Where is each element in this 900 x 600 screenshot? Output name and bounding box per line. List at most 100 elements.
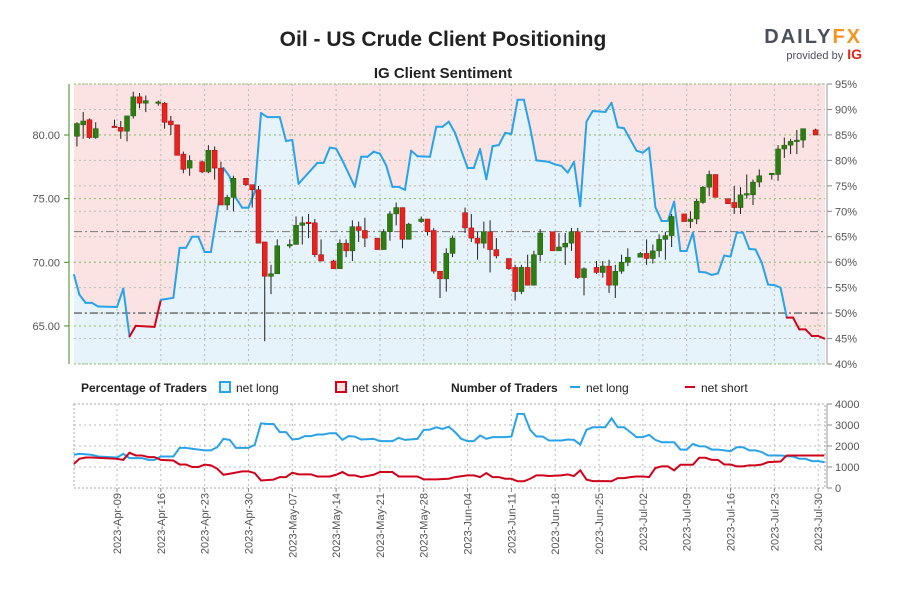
candle (399, 207, 406, 249)
candle-body (299, 222, 306, 226)
date-tick-label: 2023-Jul-30 (813, 493, 825, 551)
candle-body (612, 270, 619, 286)
candle (449, 235, 456, 258)
sentiment-line-segment (723, 254, 732, 258)
candle-body (493, 249, 500, 257)
candle-body (180, 153, 187, 170)
logo-provided-by: provided by (786, 50, 843, 62)
sentiment-line-segment (328, 146, 338, 150)
pct-tick-label: 60% (835, 257, 857, 269)
sentiment-line-segment (522, 98, 532, 129)
sentiment-line-segment (685, 231, 694, 252)
candle (124, 115, 130, 142)
candle (787, 138, 794, 155)
sentiment-line-segment (748, 247, 757, 251)
candle (287, 239, 293, 249)
sentiment-line-segment (648, 146, 657, 209)
sentiment-line-segment (579, 120, 588, 208)
sentiment-line-segment (716, 254, 726, 275)
candle (812, 128, 819, 136)
candle-body (700, 186, 706, 203)
candle (424, 218, 431, 236)
candle-body (330, 260, 337, 269)
candle (80, 112, 86, 139)
sentiment-line-segment (353, 155, 363, 188)
candle (468, 213, 475, 242)
candle (130, 91, 137, 119)
candle-body (549, 231, 556, 252)
pct-tick-label: 55% (835, 283, 857, 295)
sentiment-line-segment (197, 235, 206, 253)
candle-body (812, 129, 819, 136)
candle (218, 161, 224, 206)
candle (625, 248, 631, 267)
candle (581, 267, 587, 296)
candle (568, 227, 575, 251)
sentiment-line-segment (73, 273, 81, 296)
sentiment-line-segment (372, 150, 381, 155)
candle-body (518, 267, 525, 292)
sentiment-line-segment (566, 160, 575, 174)
candle-body (693, 200, 700, 220)
candle-body (574, 231, 581, 278)
pct-tick-label: 70% (835, 206, 857, 218)
candle (268, 264, 274, 295)
candle-body (593, 267, 600, 273)
candle (118, 120, 124, 139)
candle-body (143, 100, 149, 104)
sentiment-line-segment (97, 305, 118, 308)
date-tick-label: 2023-Jun-25 (594, 493, 606, 555)
candle (355, 221, 362, 242)
sentiment-line-segment (116, 287, 125, 308)
count-tick-label: 2000 (835, 441, 859, 453)
sentiment-line-segment (209, 211, 219, 253)
sentiment-line-segment (497, 131, 507, 147)
candle-body (449, 237, 456, 254)
sentiment-line-segment (341, 159, 356, 188)
logo-tagline: provided by IG (786, 46, 862, 62)
candle (656, 234, 662, 258)
pct-tick-label: 95% (835, 79, 857, 91)
candle (312, 219, 318, 258)
candle-body (205, 150, 212, 173)
candle (593, 261, 600, 274)
candle (756, 169, 763, 188)
candle (74, 122, 80, 147)
pct-tick-label: 75% (835, 181, 857, 193)
candle-body (86, 119, 93, 138)
candle-body (437, 270, 443, 280)
pct-tick-label: 80% (835, 155, 857, 167)
candle-body (668, 216, 675, 236)
candle-body (462, 212, 468, 229)
candle-body (487, 231, 493, 250)
sentiment-line-segment (454, 131, 469, 169)
candle-body (74, 123, 80, 137)
sentiment-line-segment (760, 261, 770, 286)
candle-body (349, 226, 356, 252)
chart-subtitle: IG Client Sentiment (374, 65, 512, 82)
candle-body (387, 213, 393, 232)
candle (318, 239, 324, 262)
candle-body (305, 221, 312, 224)
candle-body (643, 253, 650, 259)
candle-body (750, 181, 756, 196)
chart-title: Oil - US Crude Client Positioning (280, 28, 607, 51)
date-tick-label: 2023-May-07 (287, 493, 299, 558)
candle (387, 211, 393, 241)
sentiment-line-segment (773, 284, 782, 289)
candle-body (312, 222, 318, 255)
price-tick-label: 75.00 (32, 194, 60, 206)
candle (600, 261, 606, 278)
candle (537, 229, 543, 262)
candle (487, 220, 493, 273)
candle-body (130, 96, 137, 117)
candle-body (662, 235, 669, 240)
candle (650, 244, 656, 264)
candle-body (249, 184, 255, 190)
legend-num-short: net short (701, 381, 748, 395)
sentiment-line-segment (779, 286, 788, 319)
trader-count-panel: 4000 3000 2000 1000 0 2023-Apr-09 2023-Apr-16 2… (73, 399, 859, 558)
candle (224, 194, 230, 211)
legend-pct-long-swatch (219, 381, 231, 393)
date-tick-label: 2023-May-28 (419, 493, 431, 558)
